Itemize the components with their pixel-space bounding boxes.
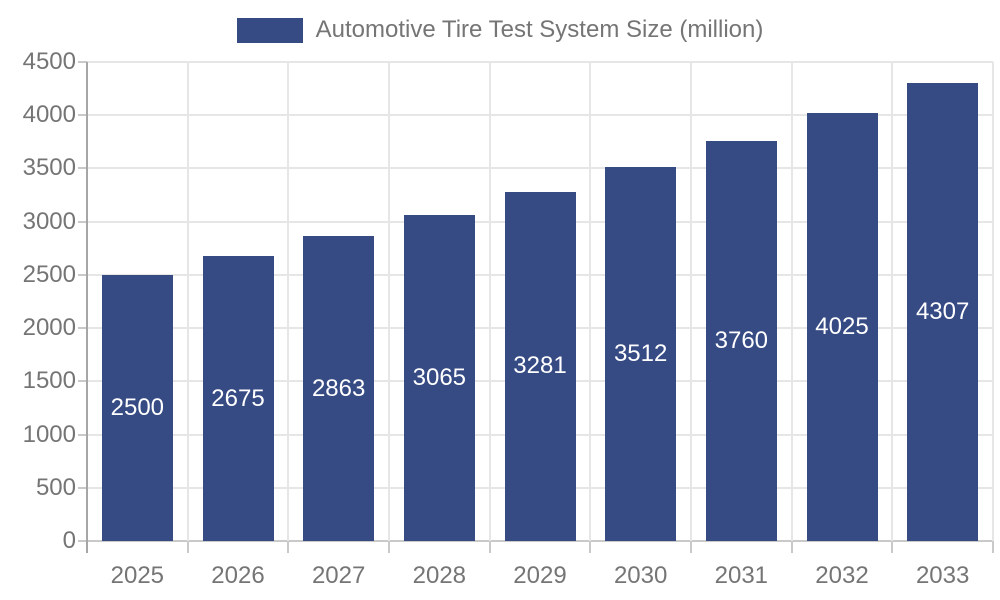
legend-label: Automotive Tire Test System Size (millio…: [315, 16, 764, 43]
x-gridline: [690, 62, 692, 541]
bar-2032: 4025: [806, 112, 878, 541]
bar-value-label: 2675: [211, 384, 265, 412]
y-axis-tick-label: 1500: [22, 367, 76, 395]
bar-2027: 2863: [303, 236, 375, 541]
x-axis-tick: [992, 541, 994, 553]
x-axis-tick-label: 2032: [815, 562, 869, 589]
x-axis-tick-label: 2030: [613, 562, 668, 589]
x-axis-tick: [891, 541, 894, 553]
y-axis-tick-label: 2000: [22, 314, 76, 342]
x-axis-tick: [186, 541, 189, 553]
y-axis-tick-label: 3000: [22, 207, 76, 235]
y-axis-tick: [78, 433, 87, 436]
y-axis-tick: [78, 380, 87, 383]
x-gridline: [287, 62, 290, 541]
x-gridline: [388, 62, 390, 541]
x-axis-tick: [488, 541, 491, 553]
y-gridline: [87, 114, 993, 117]
y-axis-tick-label: 2500: [22, 260, 76, 288]
bar-value-label: 3760: [714, 326, 769, 354]
y-axis-tick: [78, 273, 87, 276]
y-axis-tick-label: 0: [62, 527, 76, 554]
x-axis-line: [87, 540, 993, 542]
y-axis-tick: [78, 486, 87, 489]
y-axis-tick: [78, 114, 87, 117]
x-gridline: [186, 62, 189, 541]
y-axis-tick: [78, 167, 87, 170]
x-axis-tick-label: 2028: [412, 562, 467, 589]
x-axis-tick: [790, 541, 793, 553]
bar-2030: 3512: [605, 167, 677, 541]
x-axis-tick-label: 2025: [110, 562, 165, 589]
bar-value-label: 2863: [311, 374, 366, 402]
bar-2025: 2500: [101, 274, 173, 541]
y-axis-tick-label: 3500: [22, 154, 76, 182]
y-axis-tick-label: 4500: [22, 48, 76, 75]
bar-2028: 3065: [403, 214, 475, 541]
y-axis-tick: [78, 327, 87, 330]
y-axis-tick: [78, 220, 87, 223]
y-gridline: [87, 61, 993, 63]
y-axis-line: [86, 62, 88, 553]
bar-value-label: 4025: [815, 312, 869, 340]
x-axis-tick-label: 2029: [513, 562, 567, 589]
x-axis-tick: [690, 541, 692, 553]
x-axis-tick: [589, 541, 592, 553]
y-axis-tick: [78, 61, 87, 63]
x-axis-tick-label: 2027: [311, 562, 366, 589]
bar-2031: 3760: [705, 140, 777, 541]
x-axis-tick: [287, 541, 290, 553]
x-gridline: [488, 62, 491, 541]
y-axis-tick: [78, 540, 87, 542]
y-axis-tick-label: 1000: [22, 420, 76, 448]
x-gridline: [992, 62, 994, 541]
bar-value-label: 2500: [110, 393, 165, 421]
x-axis-tick-label: 2031: [714, 562, 769, 589]
legend-swatch: [236, 17, 303, 43]
x-gridline: [589, 62, 592, 541]
bar-value-label: 3281: [513, 352, 567, 380]
x-axis-tick-label: 2033: [915, 562, 970, 589]
bar-value-label: 3065: [412, 363, 467, 391]
x-axis-tick: [388, 541, 390, 553]
x-gridline: [891, 62, 894, 541]
y-axis-tick-label: 500: [35, 473, 76, 501]
bar-2026: 2675: [202, 256, 274, 541]
legend-item[interactable]: Automotive Tire Test System Size (millio…: [0, 14, 1000, 46]
x-gridline: [790, 62, 793, 541]
bar-2029: 3281: [504, 191, 576, 541]
y-axis-tick-label: 4000: [22, 101, 76, 129]
bar-value-label: 4307: [915, 297, 970, 325]
bar-2033: 4307: [907, 82, 979, 541]
y-gridline: [87, 167, 993, 170]
x-axis-tick-label: 2026: [211, 562, 265, 589]
bar-value-label: 3512: [613, 340, 668, 368]
